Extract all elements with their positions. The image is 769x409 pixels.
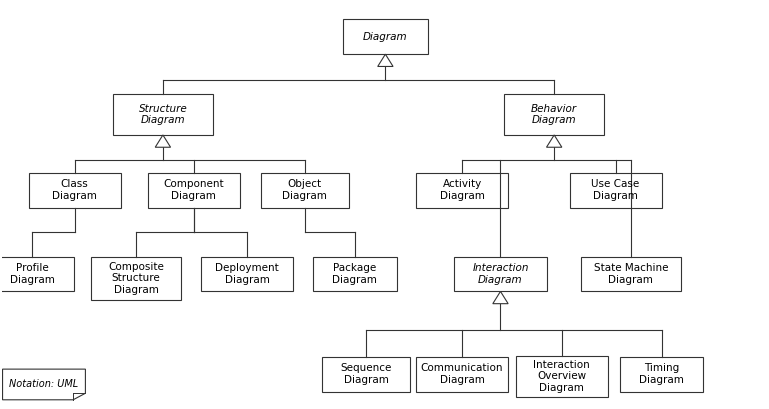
FancyBboxPatch shape xyxy=(148,173,240,207)
Text: Diagram: Diagram xyxy=(363,32,408,42)
Polygon shape xyxy=(378,54,393,66)
FancyBboxPatch shape xyxy=(28,173,121,207)
Text: Package
Diagram: Package Diagram xyxy=(332,263,377,285)
FancyBboxPatch shape xyxy=(322,357,411,392)
Polygon shape xyxy=(493,291,508,303)
Text: Profile
Diagram: Profile Diagram xyxy=(10,263,55,285)
FancyBboxPatch shape xyxy=(504,94,604,135)
Text: Timing
Diagram: Timing Diagram xyxy=(639,364,684,385)
Text: Component
Diagram: Component Diagram xyxy=(163,180,224,201)
Polygon shape xyxy=(547,135,562,147)
Text: Interaction
Overview
Diagram: Interaction Overview Diagram xyxy=(534,360,591,393)
Text: Structure
Diagram: Structure Diagram xyxy=(138,104,188,125)
Text: Communication
Diagram: Communication Diagram xyxy=(421,364,504,385)
Text: Activity
Diagram: Activity Diagram xyxy=(440,180,484,201)
FancyBboxPatch shape xyxy=(113,94,213,135)
Text: Behavior
Diagram: Behavior Diagram xyxy=(531,104,578,125)
FancyBboxPatch shape xyxy=(416,357,508,392)
FancyBboxPatch shape xyxy=(201,257,293,291)
FancyBboxPatch shape xyxy=(312,257,397,291)
FancyBboxPatch shape xyxy=(516,356,608,397)
FancyBboxPatch shape xyxy=(581,257,681,291)
Text: Class
Diagram: Class Diagram xyxy=(52,180,97,201)
FancyBboxPatch shape xyxy=(91,257,181,299)
FancyBboxPatch shape xyxy=(416,173,508,207)
Polygon shape xyxy=(155,135,171,147)
FancyBboxPatch shape xyxy=(570,173,661,207)
Text: Object
Diagram: Object Diagram xyxy=(282,180,328,201)
FancyBboxPatch shape xyxy=(0,257,74,291)
Text: Deployment
Diagram: Deployment Diagram xyxy=(215,263,279,285)
Text: Use Case
Diagram: Use Case Diagram xyxy=(591,180,640,201)
Text: Interaction
Diagram: Interaction Diagram xyxy=(472,263,529,285)
FancyBboxPatch shape xyxy=(620,357,703,392)
Text: Sequence
Diagram: Sequence Diagram xyxy=(341,364,392,385)
Text: Composite
Structure
Diagram: Composite Structure Diagram xyxy=(108,261,164,295)
FancyBboxPatch shape xyxy=(261,173,349,207)
Text: State Machine
Diagram: State Machine Diagram xyxy=(594,263,668,285)
FancyBboxPatch shape xyxy=(343,19,428,54)
FancyBboxPatch shape xyxy=(454,257,547,291)
Text: Notation: UML: Notation: UML xyxy=(9,380,78,389)
Polygon shape xyxy=(2,369,85,400)
